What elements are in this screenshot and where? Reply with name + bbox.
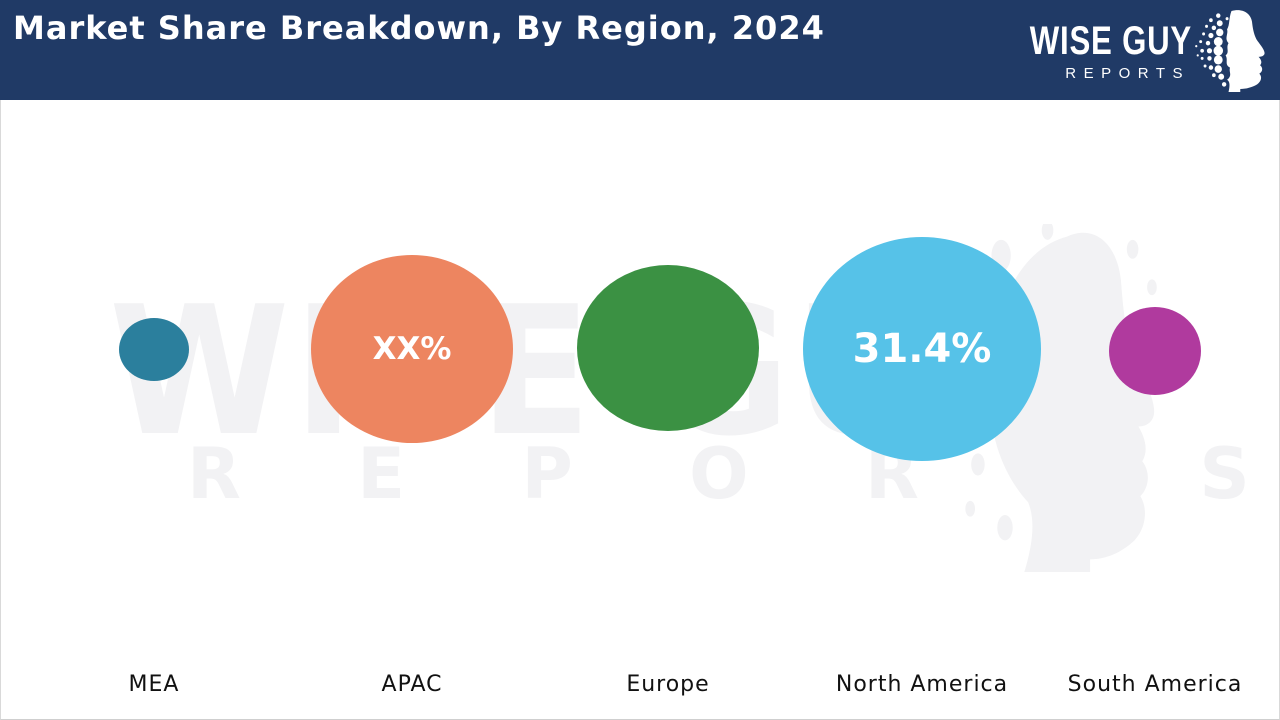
bubble-value-label: XX% (372, 331, 452, 367)
logo-wordmark: WISE GUY (1029, 18, 1192, 63)
axis-label-apac: APAC (381, 672, 443, 697)
wiseguy-logo: WISE GUY REPORTS (984, 6, 1274, 94)
logo-text-block: WISE GUY REPORTS (984, 19, 1192, 82)
bubble-south-america (1109, 307, 1201, 395)
axis-label-europe: Europe (626, 672, 710, 697)
axis-label-mea: MEA (128, 672, 180, 697)
logo-subtitle: REPORTS (1065, 64, 1190, 82)
wiseguy-head-icon (1195, 10, 1265, 92)
bubble-europe (577, 265, 759, 431)
axis-label-south-america: South America (1067, 672, 1243, 697)
page-title: Market Share Breakdown, By Region, 2024 (13, 9, 825, 47)
bubble-mea (119, 317, 189, 381)
bubble-chart: WISE GUY R E P O R T S XX% 31.4% MEA APA… (0, 100, 1280, 720)
header-bar: Market Share Breakdown, By Region, 2024 … (0, 0, 1280, 100)
axis-label-north-america: North America (835, 672, 1009, 697)
bubble-north-america: 31.4% (803, 237, 1041, 461)
bubble-apac: XX% (311, 255, 513, 443)
bubble-value-label: 31.4% (852, 326, 992, 372)
